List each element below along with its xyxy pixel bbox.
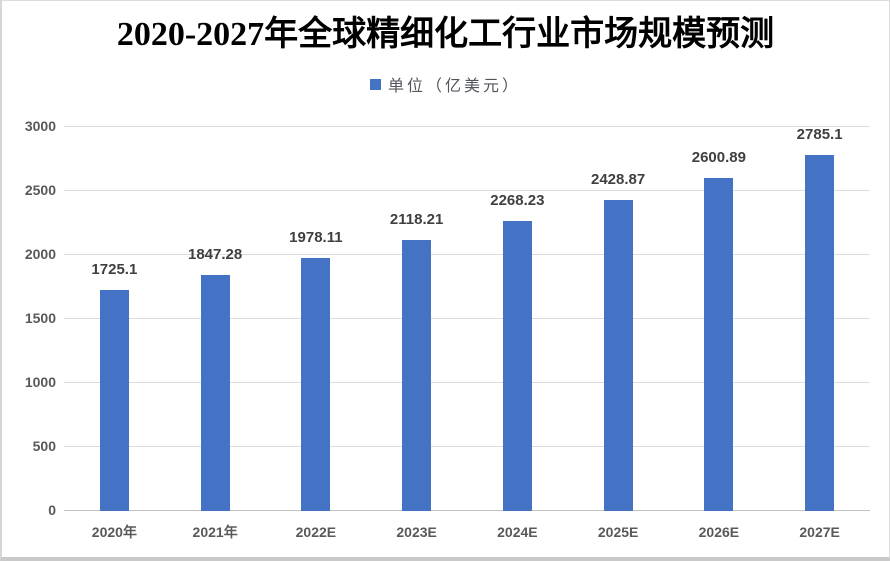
y-axis-tick-label: 1500 bbox=[24, 310, 56, 326]
y-axis-tick-label: 2000 bbox=[24, 246, 56, 262]
bar bbox=[200, 274, 230, 511]
x-axis-tick-label: 2026E bbox=[698, 524, 740, 540]
bar-value-label: 2118.21 bbox=[389, 210, 444, 228]
gridline bbox=[64, 446, 870, 447]
bar-value-label: 2600.89 bbox=[691, 149, 746, 167]
legend-swatch-icon bbox=[369, 78, 381, 90]
bar-value-label: 1847.28 bbox=[188, 245, 243, 263]
x-axis-tick-label: 2025E bbox=[597, 524, 639, 540]
chart-title: 2020-2027年全球精细化工行业市场规模预测 bbox=[116, 16, 775, 53]
bar-value-label: 2785.1 bbox=[796, 125, 843, 143]
bar-value-label: 2428.87 bbox=[591, 171, 646, 189]
x-axis-tick-label: 2022E bbox=[295, 524, 337, 540]
bar bbox=[402, 239, 432, 511]
gridline bbox=[64, 254, 870, 255]
gridline bbox=[64, 190, 870, 191]
y-axis-tick-label: 0 bbox=[48, 502, 56, 518]
y-axis-tick-label: 1000 bbox=[24, 374, 56, 390]
gridline bbox=[64, 126, 870, 127]
gridline bbox=[64, 382, 870, 383]
y-axis-tick-label: 2500 bbox=[24, 182, 56, 198]
x-axis-tick-label: 2024E bbox=[497, 524, 538, 540]
x-axis-tick-label: 2020年 bbox=[91, 524, 137, 540]
bar-value-label: 1725.1 bbox=[91, 261, 138, 279]
bar bbox=[99, 290, 129, 511]
bar-value-label: 2268.23 bbox=[490, 191, 545, 209]
gridline bbox=[64, 318, 870, 319]
x-axis-line bbox=[64, 510, 870, 511]
bar bbox=[502, 220, 532, 511]
bar-value-label: 1978.11 bbox=[289, 228, 343, 246]
legend: 单位（亿美元） bbox=[2, 73, 889, 95]
y-axis-tick-label: 3000 bbox=[24, 118, 56, 134]
bar bbox=[603, 200, 633, 511]
bar bbox=[805, 154, 835, 511]
x-axis-tick-label: 2023E bbox=[396, 524, 437, 540]
x-axis-tick-label: 2027E bbox=[799, 524, 840, 540]
y-axis-tick-label: 500 bbox=[32, 438, 56, 454]
x-axis-tick-label: 2021年 bbox=[192, 524, 238, 540]
bar bbox=[704, 178, 734, 511]
legend-label: 单位（亿美元） bbox=[387, 78, 521, 95]
bar bbox=[301, 257, 331, 511]
